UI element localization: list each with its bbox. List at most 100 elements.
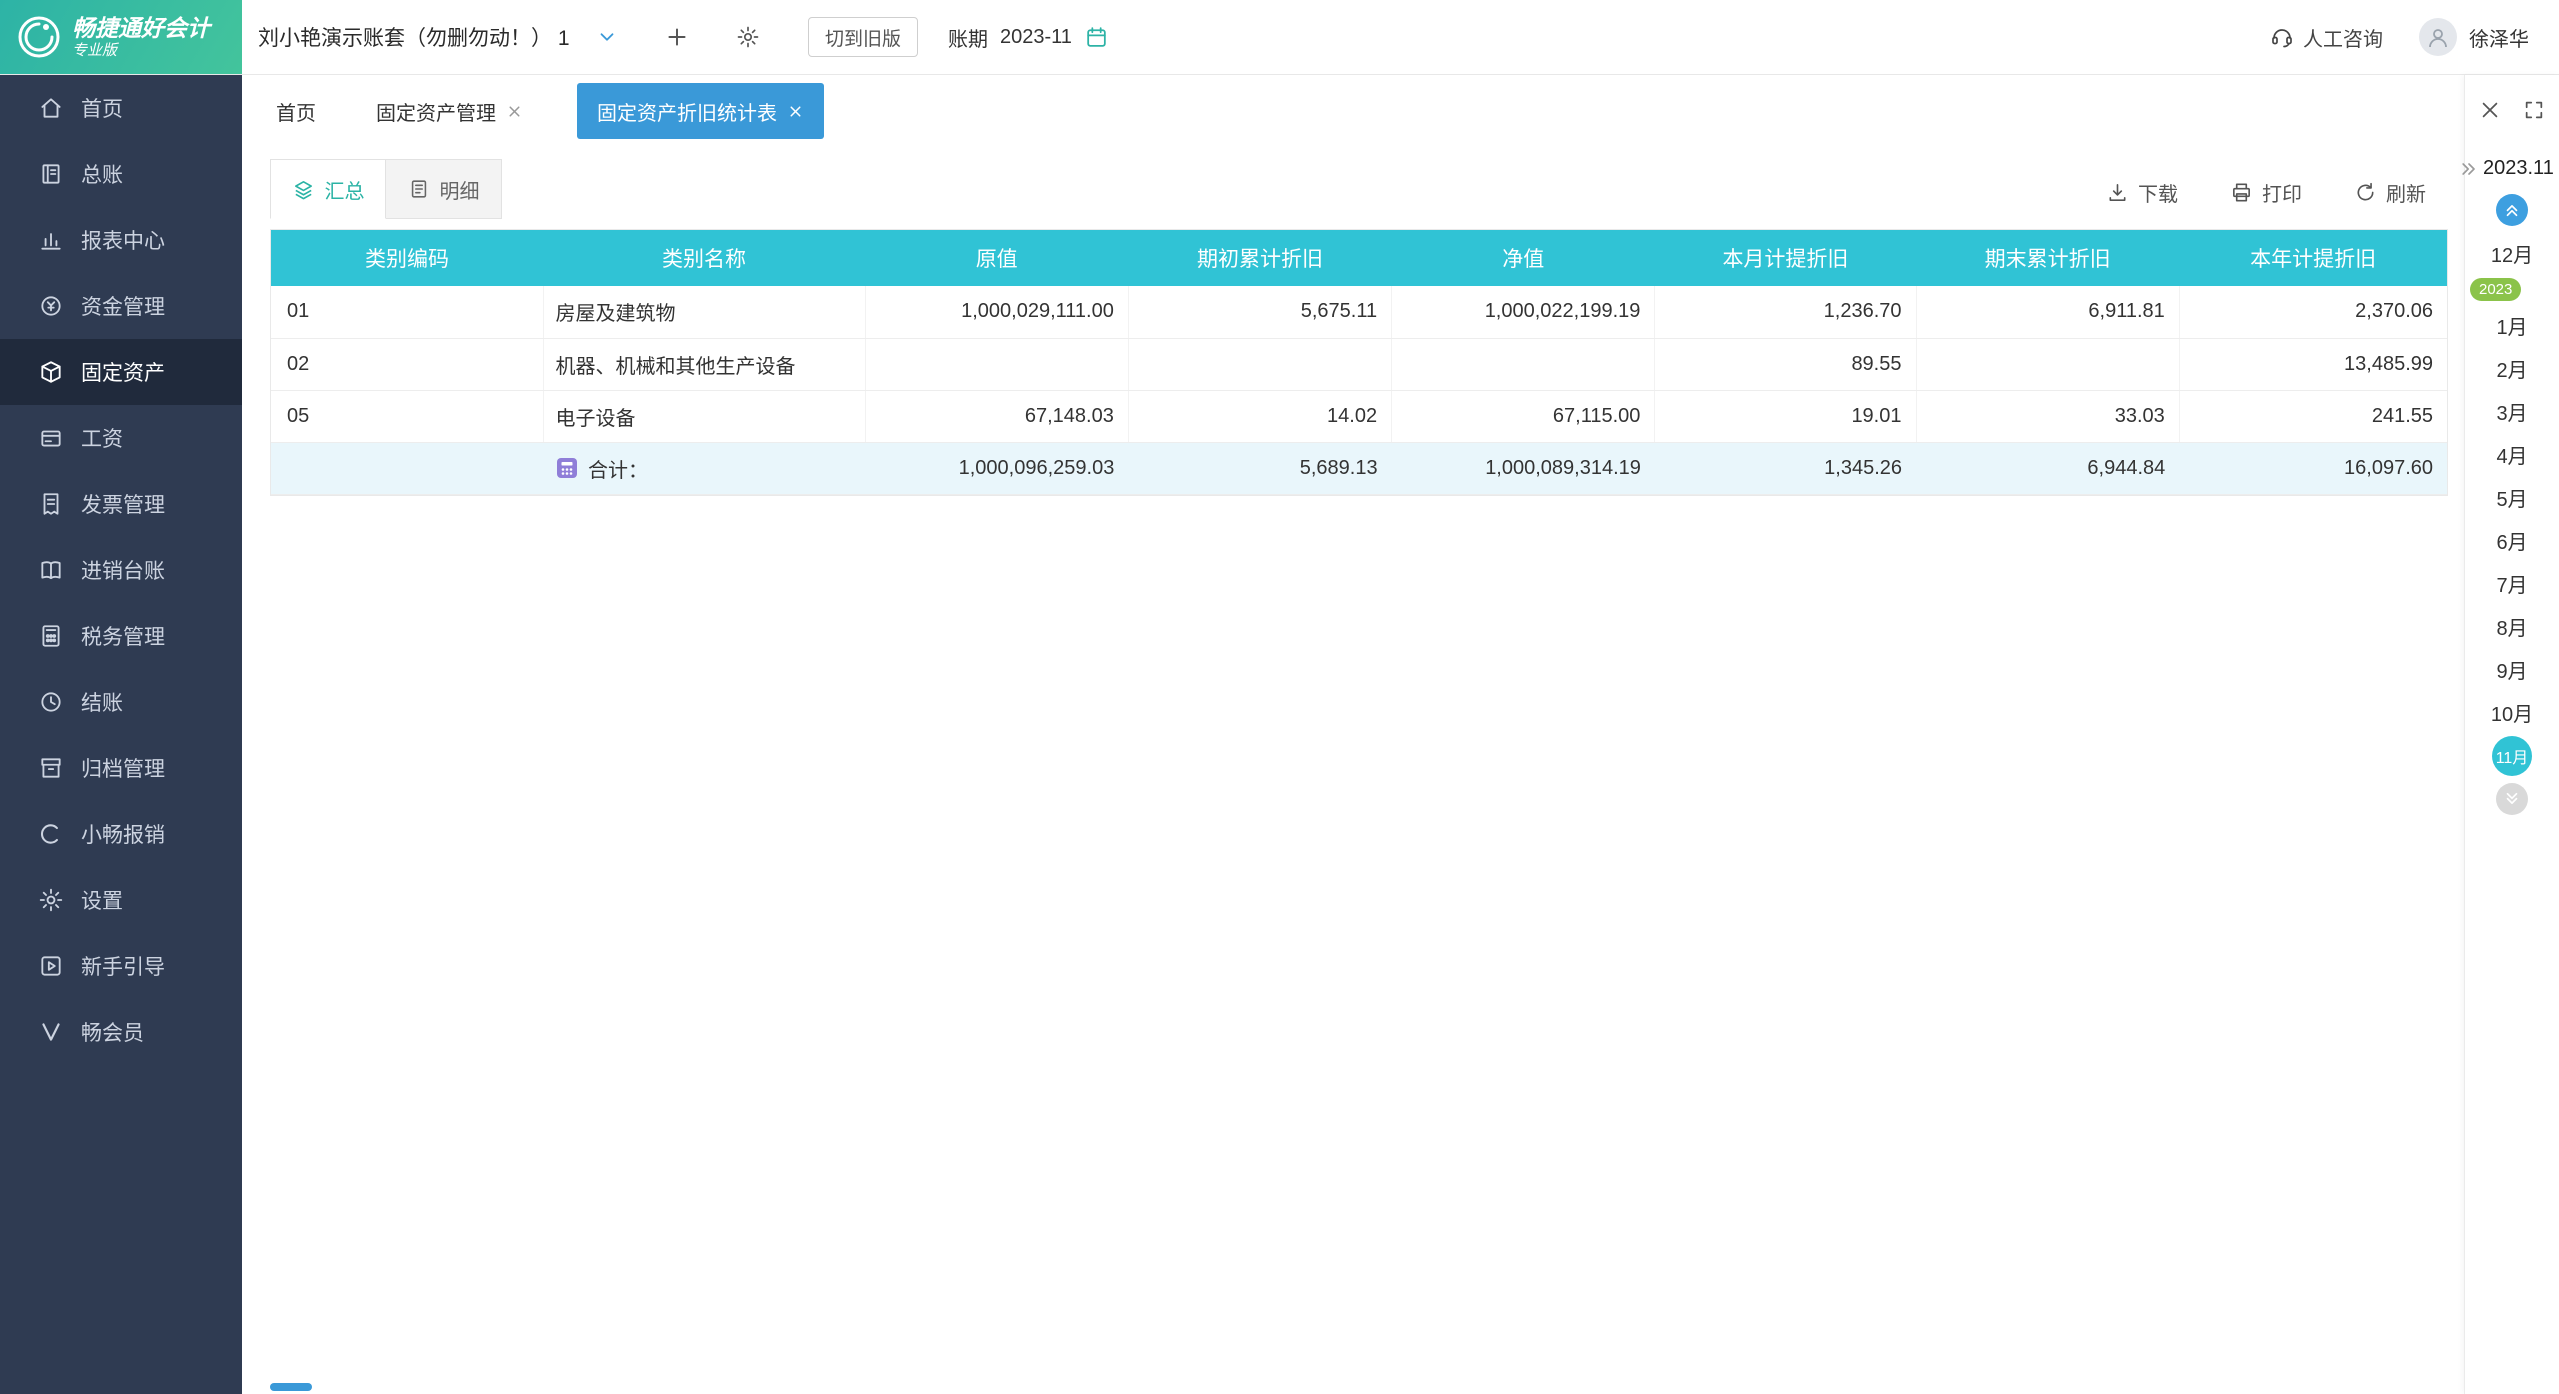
month-item[interactable]: 8月: [2496, 618, 2528, 640]
sidebar-item-archive[interactable]: 归档管理: [0, 735, 242, 801]
funds-icon: [38, 293, 64, 319]
depreciation-table: 类别编码 类别名称 原值 期初累计折旧 净值 本月计提折旧 期末累计折旧 本年计…: [270, 229, 2448, 496]
invoice-icon: [38, 491, 64, 517]
report-toolbar: 汇总 明细 下载 打印: [270, 159, 2448, 219]
col-header: 类别编码: [271, 230, 543, 286]
sidebar-item-payroll[interactable]: 工资: [0, 405, 242, 471]
tab-fixed-asset-management[interactable]: 固定资产管理: [370, 83, 529, 139]
month-item[interactable]: 1月: [2496, 317, 2528, 339]
account-book-name: 刘小艳演示账套（勿删勿动！） 1: [258, 27, 570, 50]
table-row[interactable]: 02 机器、机械和其他生产设备 89.55 13,485.99: [271, 338, 2447, 391]
report-chart-icon: [38, 227, 64, 253]
month-item[interactable]: 7月: [2496, 575, 2528, 597]
month-item[interactable]: 4月: [2496, 446, 2528, 468]
account-book-selector[interactable]: 刘小艳演示账套（勿删勿动！） 1: [258, 22, 618, 52]
tab-close-icon[interactable]: [506, 103, 523, 120]
sidebar-item-invoice[interactable]: 发票管理: [0, 471, 242, 537]
month-item[interactable]: 12月: [2490, 245, 2534, 267]
chevron-down-icon: [596, 26, 618, 48]
summary-row: 合计： 1,000,096,259.03 5,689.13 1,000,089,…: [271, 442, 2447, 495]
tab-depreciation-statistics[interactable]: 固定资产折旧统计表: [577, 83, 824, 139]
download-icon: [2106, 181, 2129, 204]
accounting-period: 账期 2023-11: [948, 23, 1109, 52]
tab-home[interactable]: 首页: [276, 102, 316, 125]
col-header: 本年计提折旧: [2179, 230, 2447, 286]
period-value: 2023-11: [1000, 25, 1072, 48]
sidebar: 首页 总账 报表中心 资金管理 固定资产 工资: [0, 75, 242, 1394]
sidebar-item-funds[interactable]: 资金管理: [0, 273, 242, 339]
sidebar-item-general-ledger[interactable]: 总账: [0, 141, 242, 207]
col-header: 期末累计折旧: [1916, 230, 2180, 286]
close-icon[interactable]: [2479, 99, 2501, 121]
tab-bar: 首页 固定资产管理 固定资产折旧统计表: [242, 75, 2464, 147]
month-item[interactable]: 10月: [2490, 704, 2534, 726]
sidebar-item-home[interactable]: 首页: [0, 75, 242, 141]
refresh-icon: [2354, 181, 2377, 204]
month-list: 12月 2023 1月 2月 3月 4月 5月 6月 7月 8月 9月 10月 …: [2465, 194, 2559, 815]
month-item[interactable]: 5月: [2496, 489, 2528, 511]
ledger-icon: [38, 161, 64, 187]
calendar-icon[interactable]: [1084, 25, 1109, 50]
col-header: 期初累计折旧: [1128, 230, 1392, 286]
guide-play-icon: [38, 953, 64, 979]
table-row[interactable]: 05 电子设备 67,148.03 14.02 67,115.00 19.01 …: [271, 390, 2447, 443]
period-panel: 2023.11 12月 2023 1月 2月 3月 4月 5月 6月 7月 8月…: [2462, 75, 2559, 1394]
calculator-icon: [555, 456, 579, 480]
sidebar-item-purchase-sales-ledger[interactable]: 进销台账: [0, 537, 242, 603]
month-item[interactable]: 2月: [2496, 360, 2528, 382]
username[interactable]: 徐泽华: [2469, 28, 2529, 51]
account-settings-button[interactable]: [736, 25, 760, 49]
month-item-selected[interactable]: 11月: [2492, 736, 2532, 776]
payroll-card-icon: [38, 425, 64, 451]
brand-edition: 专业版: [72, 41, 118, 59]
sidebar-item-settings[interactable]: 设置: [0, 867, 242, 933]
plus-icon: [664, 24, 690, 50]
summary-label: 合计：: [588, 459, 648, 482]
printer-icon: [2230, 181, 2253, 204]
settings-gear-icon: [38, 887, 64, 913]
collapse-panel-icon[interactable]: [2459, 159, 2479, 179]
month-item[interactable]: 9月: [2496, 661, 2528, 683]
year-badge: 2023: [2470, 278, 2522, 301]
summary-layers-icon: [292, 178, 315, 201]
period-label: 账期: [948, 28, 989, 51]
sidebar-item-closing[interactable]: 结账: [0, 669, 242, 735]
refresh-button[interactable]: 刷新: [2354, 178, 2426, 207]
current-period-label: 2023.11: [2483, 157, 2554, 179]
fixed-assets-icon: [38, 359, 64, 385]
home-icon: [38, 95, 64, 121]
archive-box-icon: [38, 755, 64, 781]
sidebar-item-reimburse[interactable]: 小畅报销: [0, 801, 242, 867]
col-header: 本月计提折旧: [1654, 230, 1916, 286]
support-button[interactable]: 人工咨询: [2270, 23, 2383, 52]
month-item[interactable]: 6月: [2496, 532, 2528, 554]
sidebar-item-fixed-assets[interactable]: 固定资产: [0, 339, 242, 405]
gear-icon: [736, 25, 760, 49]
download-button[interactable]: 下载: [2106, 178, 2178, 207]
topbar: 畅捷通好会计 专业版 刘小艳演示账套（勿删勿动！） 1 切到旧版 账期 2023…: [0, 0, 2559, 75]
sidebar-item-member[interactable]: 畅会员: [0, 999, 242, 1065]
support-label: 人工咨询: [2303, 28, 2383, 51]
detail-list-icon: [408, 178, 430, 200]
view-tab-detail[interactable]: 明细: [386, 159, 502, 219]
table-row[interactable]: 01 房屋及建筑物 1,000,029,111.00 5,675.11 1,00…: [271, 286, 2447, 339]
horizontal-scrollbar-thumb[interactable]: [270, 1383, 312, 1391]
sidebar-item-report-center[interactable]: 报表中心: [0, 207, 242, 273]
switch-to-old-version-button[interactable]: 切到旧版: [808, 17, 919, 57]
scroll-down-button[interactable]: [2496, 783, 2528, 815]
app-logo-icon: [16, 14, 62, 60]
brand-name: 畅捷通好会计: [72, 15, 210, 42]
sidebar-item-tax[interactable]: 税务管理: [0, 603, 242, 669]
col-header: 原值: [865, 230, 1129, 286]
calculator-outline-icon: [38, 623, 64, 649]
user-avatar[interactable]: [2419, 18, 2457, 56]
sidebar-item-guide[interactable]: 新手引导: [0, 933, 242, 999]
add-account-book-button[interactable]: [664, 24, 690, 50]
view-tab-summary[interactable]: 汇总: [270, 159, 386, 219]
month-item[interactable]: 3月: [2496, 403, 2528, 425]
scroll-up-button[interactable]: [2496, 194, 2528, 226]
print-button[interactable]: 打印: [2230, 178, 2302, 207]
tab-close-icon[interactable]: [787, 103, 804, 120]
fullscreen-icon[interactable]: [2523, 99, 2545, 121]
